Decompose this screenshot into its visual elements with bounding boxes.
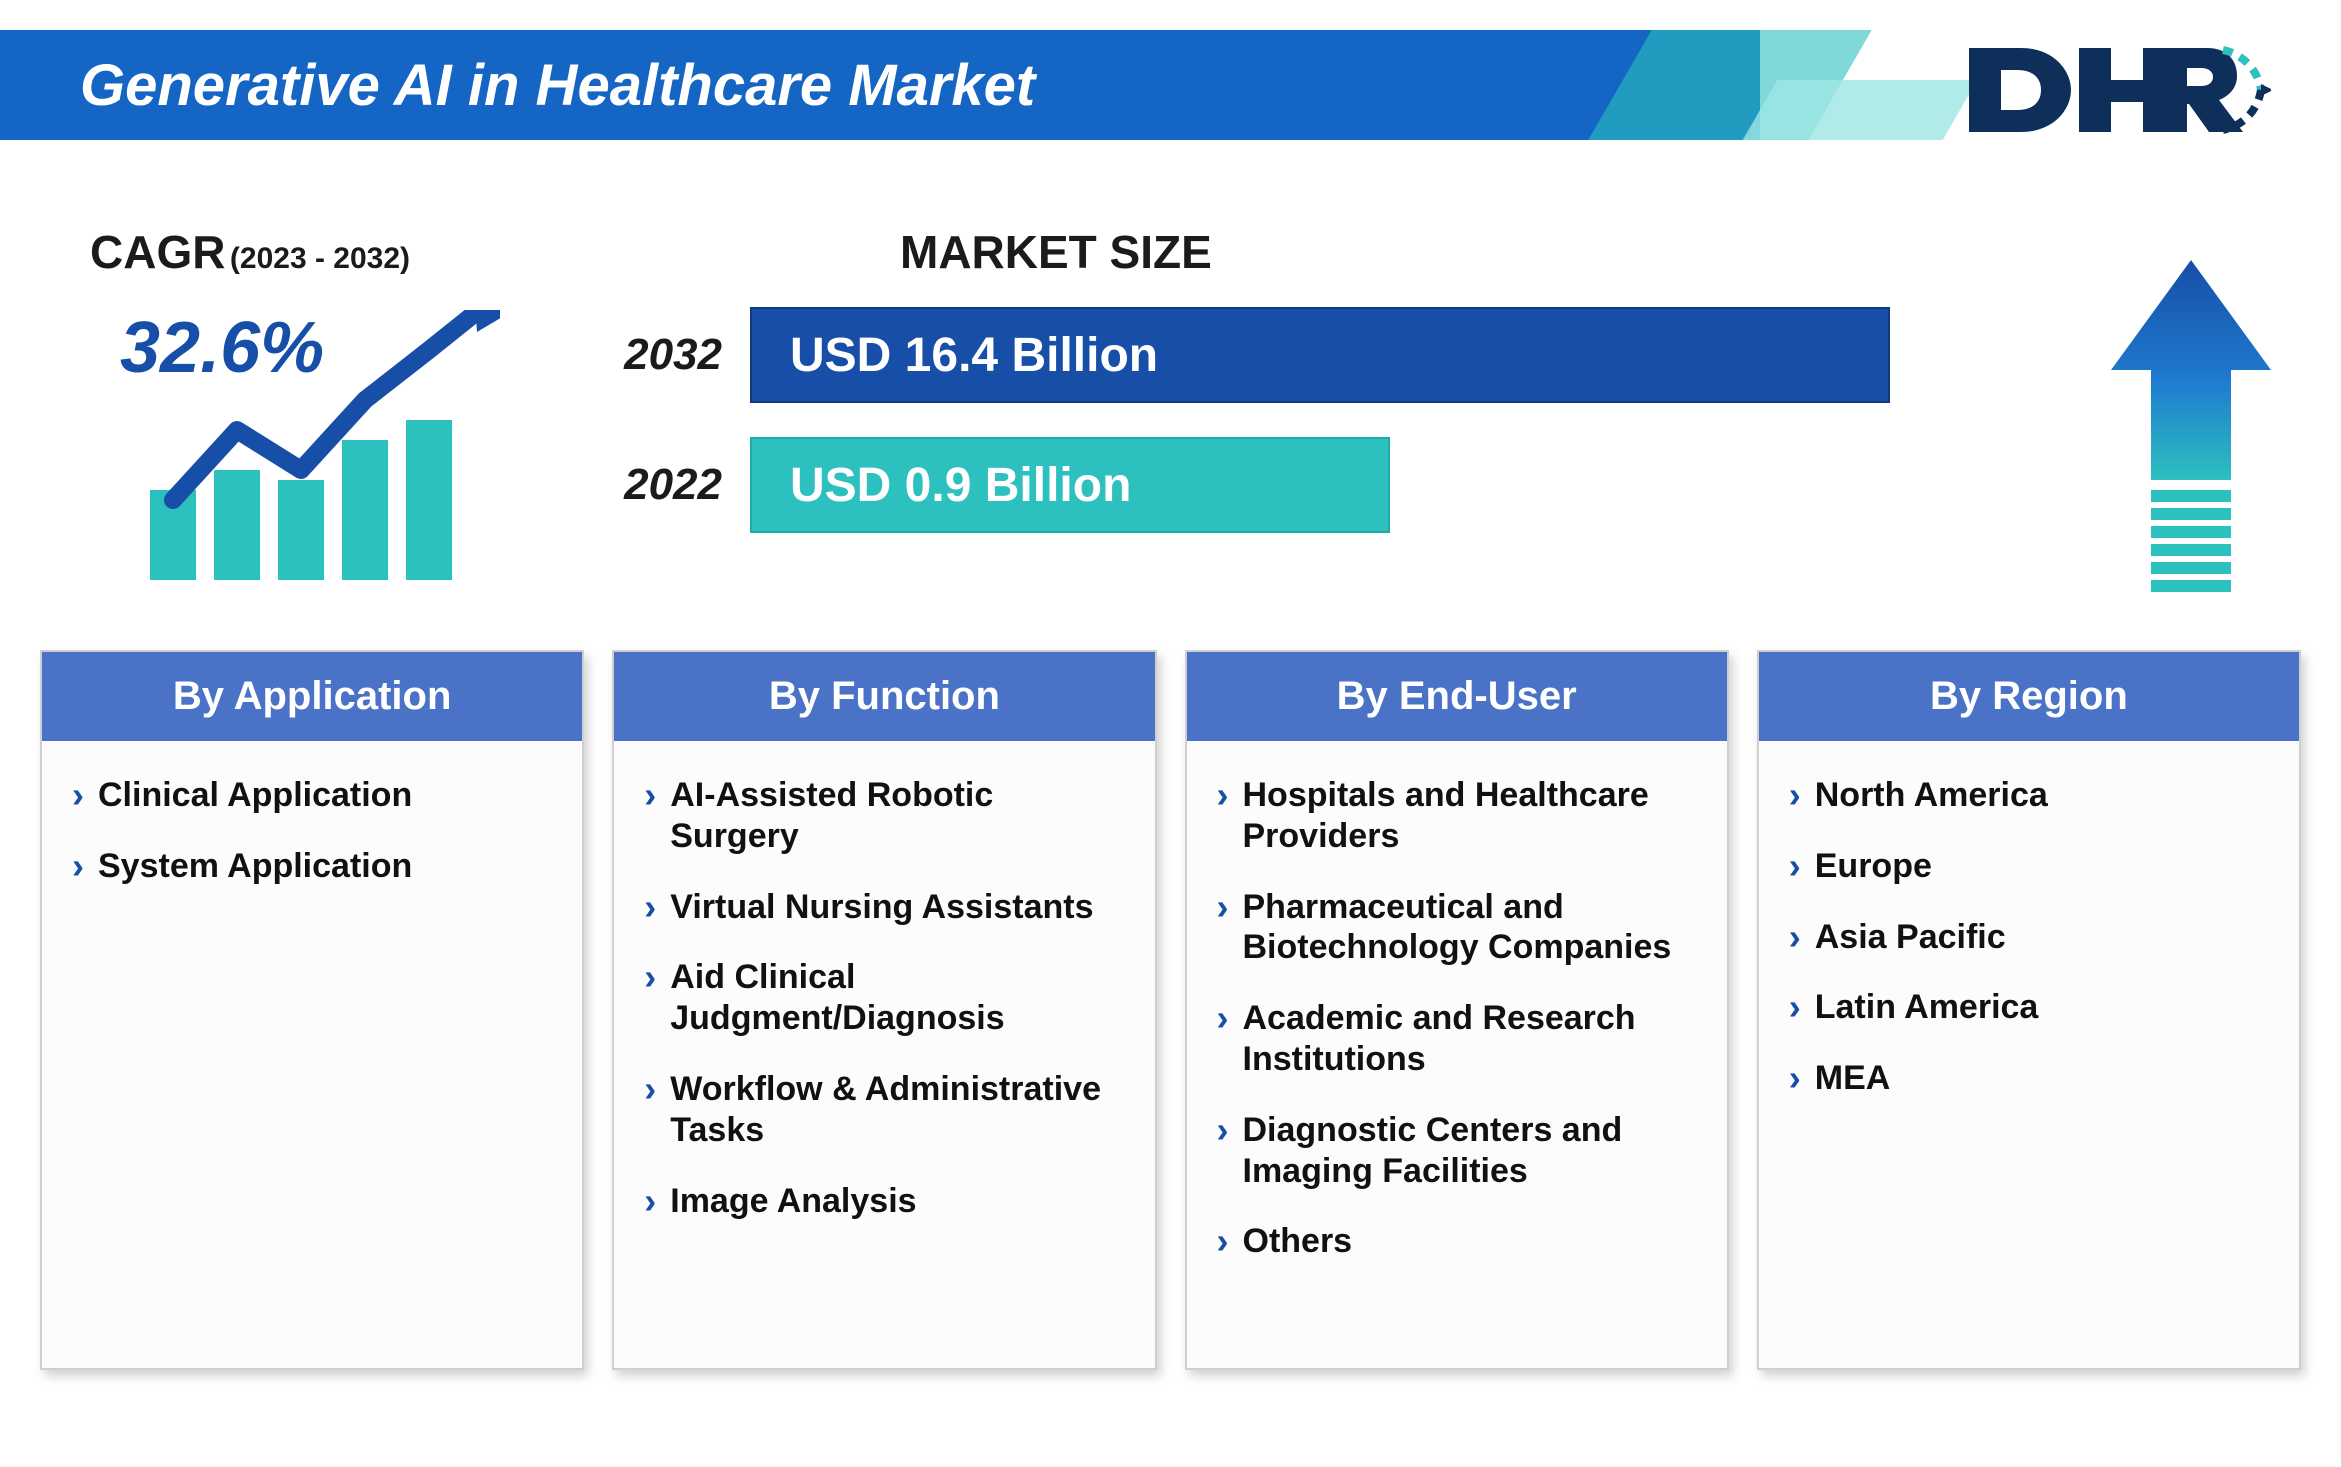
header: Generative AI in Healthcare Market bbox=[0, 0, 2341, 170]
segmentation-panel: By End-User › Hospitals and Healthcare Pro… bbox=[1185, 650, 1729, 1370]
cagr-block: CAGR (2023 - 2032) 32.6% bbox=[0, 200, 580, 630]
chevron-right-icon: › bbox=[644, 1181, 656, 1221]
chevron-right-icon: › bbox=[1789, 917, 1801, 957]
panel-item: › Latin America bbox=[1789, 987, 2269, 1028]
market-bar-year: 2032 bbox=[580, 330, 750, 380]
chevron-right-icon: › bbox=[72, 846, 84, 886]
panel-item-label: North America bbox=[1815, 775, 2048, 816]
panel-item-label: Pharmaceutical and Biotechnology Compani… bbox=[1243, 887, 1697, 969]
chevron-right-icon: › bbox=[1789, 846, 1801, 886]
panel-item: › North America bbox=[1789, 775, 2269, 816]
chevron-right-icon: › bbox=[1789, 1058, 1801, 1098]
panel-item-label: Image Analysis bbox=[670, 1181, 916, 1222]
chevron-right-icon: › bbox=[644, 957, 656, 997]
panel-item-label: Clinical Application bbox=[98, 775, 412, 816]
panel-item-label: Workflow & Administrative Tasks bbox=[670, 1069, 1124, 1151]
chevron-right-icon: › bbox=[1217, 1110, 1229, 1150]
panel-header: By End-User bbox=[1187, 652, 1727, 741]
panel-item: › Pharmaceutical and Biotechnology Compan… bbox=[1217, 887, 1697, 969]
header-accent-2 bbox=[1743, 80, 1978, 140]
chevron-right-icon: › bbox=[1217, 775, 1229, 815]
market-bar: USD 0.9 Billion bbox=[750, 437, 1390, 533]
panel-item-label: Others bbox=[1243, 1221, 1353, 1262]
panel-item: › System Application bbox=[72, 846, 552, 887]
panel-item-label: Asia Pacific bbox=[1815, 917, 2006, 958]
panel-list: › North America › Europe › Asia Pacific › Latin… bbox=[1759, 741, 2299, 1149]
panel-header: By Region bbox=[1759, 652, 2299, 741]
segmentation-panel: By Region › North America › Europe › Asia Paci… bbox=[1757, 650, 2301, 1370]
segmentation-panel: By Application › Clinical Application › Syst… bbox=[40, 650, 584, 1370]
panel-item: › Others bbox=[1217, 1221, 1697, 1262]
panel-item-label: Hospitals and Healthcare Providers bbox=[1243, 775, 1697, 857]
panel-item: › Workflow & Administrative Tasks bbox=[644, 1069, 1124, 1151]
growth-arrow-icon bbox=[2111, 260, 2271, 600]
panel-list: › AI-Assisted Robotic Surgery › Virtual Nur… bbox=[614, 741, 1154, 1271]
segmentation-panel: By Function›AI-Assisted Robotic Surgery›… bbox=[612, 650, 1156, 1370]
panel-header: By Function bbox=[614, 652, 1154, 741]
cagr-bar bbox=[342, 440, 388, 580]
market-bars: 2032USD 16.4 Billion 2022USD 0.9 Billion bbox=[580, 307, 2341, 533]
panel-item-label: Diagnostic Centers and Imaging Facilitie… bbox=[1243, 1110, 1697, 1192]
dhr-logo bbox=[1961, 30, 2271, 150]
chevron-right-icon: › bbox=[1217, 887, 1229, 927]
panel-item: › MEA bbox=[1789, 1058, 2269, 1099]
chevron-right-icon: › bbox=[644, 1069, 656, 1109]
panel-item-label: Europe bbox=[1815, 846, 1932, 887]
chevron-right-icon: › bbox=[644, 887, 656, 927]
panel-item-label: System Application bbox=[98, 846, 412, 887]
cagr-arrowhead-icon bbox=[473, 310, 500, 332]
market-size-block: MARKET SIZE 2032USD 16.4 Billion2022USD … bbox=[580, 200, 2341, 630]
segmentation-panels: By Application › Clinical Application › Syst… bbox=[40, 650, 2301, 1370]
panel-item: › Hospitals and Healthcare Providers bbox=[1217, 775, 1697, 857]
market-bar-row: 2022USD 0.9 Billion bbox=[580, 437, 2341, 533]
page-title: Generative AI in Healthcare Market bbox=[80, 52, 1035, 119]
cagr-bar bbox=[214, 470, 260, 580]
chevron-right-icon: › bbox=[1789, 987, 1801, 1027]
panel-item-label: Aid Clinical Judgment/Diagnosis bbox=[670, 957, 1124, 1039]
cagr-heading: CAGR (2023 - 2032) bbox=[90, 225, 580, 279]
panel-list: › Clinical Application › System Application bbox=[42, 741, 582, 937]
market-bar: USD 16.4 Billion bbox=[750, 307, 1890, 403]
panel-item: › Virtual Nursing Assistants bbox=[644, 887, 1124, 928]
panel-item: › AI-Assisted Robotic Surgery bbox=[644, 775, 1124, 857]
panel-item: › Diagnostic Centers and Imaging Faciliti… bbox=[1217, 1110, 1697, 1192]
cagr-mini-chart bbox=[130, 310, 500, 590]
panel-item: › Aid Clinical Judgment/Diagnosis bbox=[644, 957, 1124, 1039]
panel-item-label: AI-Assisted Robotic Surgery bbox=[670, 775, 1124, 857]
chevron-right-icon: › bbox=[1217, 998, 1229, 1038]
panel-header: By Application bbox=[42, 652, 582, 741]
panel-item: › Europe bbox=[1789, 846, 2269, 887]
chevron-right-icon: › bbox=[644, 775, 656, 815]
market-bar-year: 2022 bbox=[580, 460, 750, 510]
panel-item: › Clinical Application bbox=[72, 775, 552, 816]
panel-list: › Hospitals and Healthcare Providers › Phar… bbox=[1187, 741, 1727, 1312]
panel-item-label: MEA bbox=[1815, 1058, 1891, 1099]
panel-item: › Academic and Research Institutions bbox=[1217, 998, 1697, 1080]
header-bar: Generative AI in Healthcare Market bbox=[0, 30, 1760, 140]
panel-item-label: Virtual Nursing Assistants bbox=[670, 887, 1093, 928]
chevron-right-icon: › bbox=[72, 775, 84, 815]
chevron-right-icon: › bbox=[1789, 775, 1801, 815]
cagr-bar bbox=[406, 420, 452, 580]
panel-item-label: Academic and Research Institutions bbox=[1243, 998, 1697, 1080]
panel-item: › Image Analysis bbox=[644, 1181, 1124, 1222]
cagr-label: CAGR bbox=[90, 226, 225, 278]
chevron-right-icon: › bbox=[1217, 1221, 1229, 1261]
market-bar-row: 2032USD 16.4 Billion bbox=[580, 307, 2341, 403]
panel-item-label: Latin America bbox=[1815, 987, 2039, 1028]
stats-row: CAGR (2023 - 2032) 32.6% MARKET SIZE 203… bbox=[0, 200, 2341, 630]
panel-item: › Asia Pacific bbox=[1789, 917, 2269, 958]
cagr-range: (2023 - 2032) bbox=[230, 242, 410, 275]
cagr-bar bbox=[278, 480, 324, 580]
